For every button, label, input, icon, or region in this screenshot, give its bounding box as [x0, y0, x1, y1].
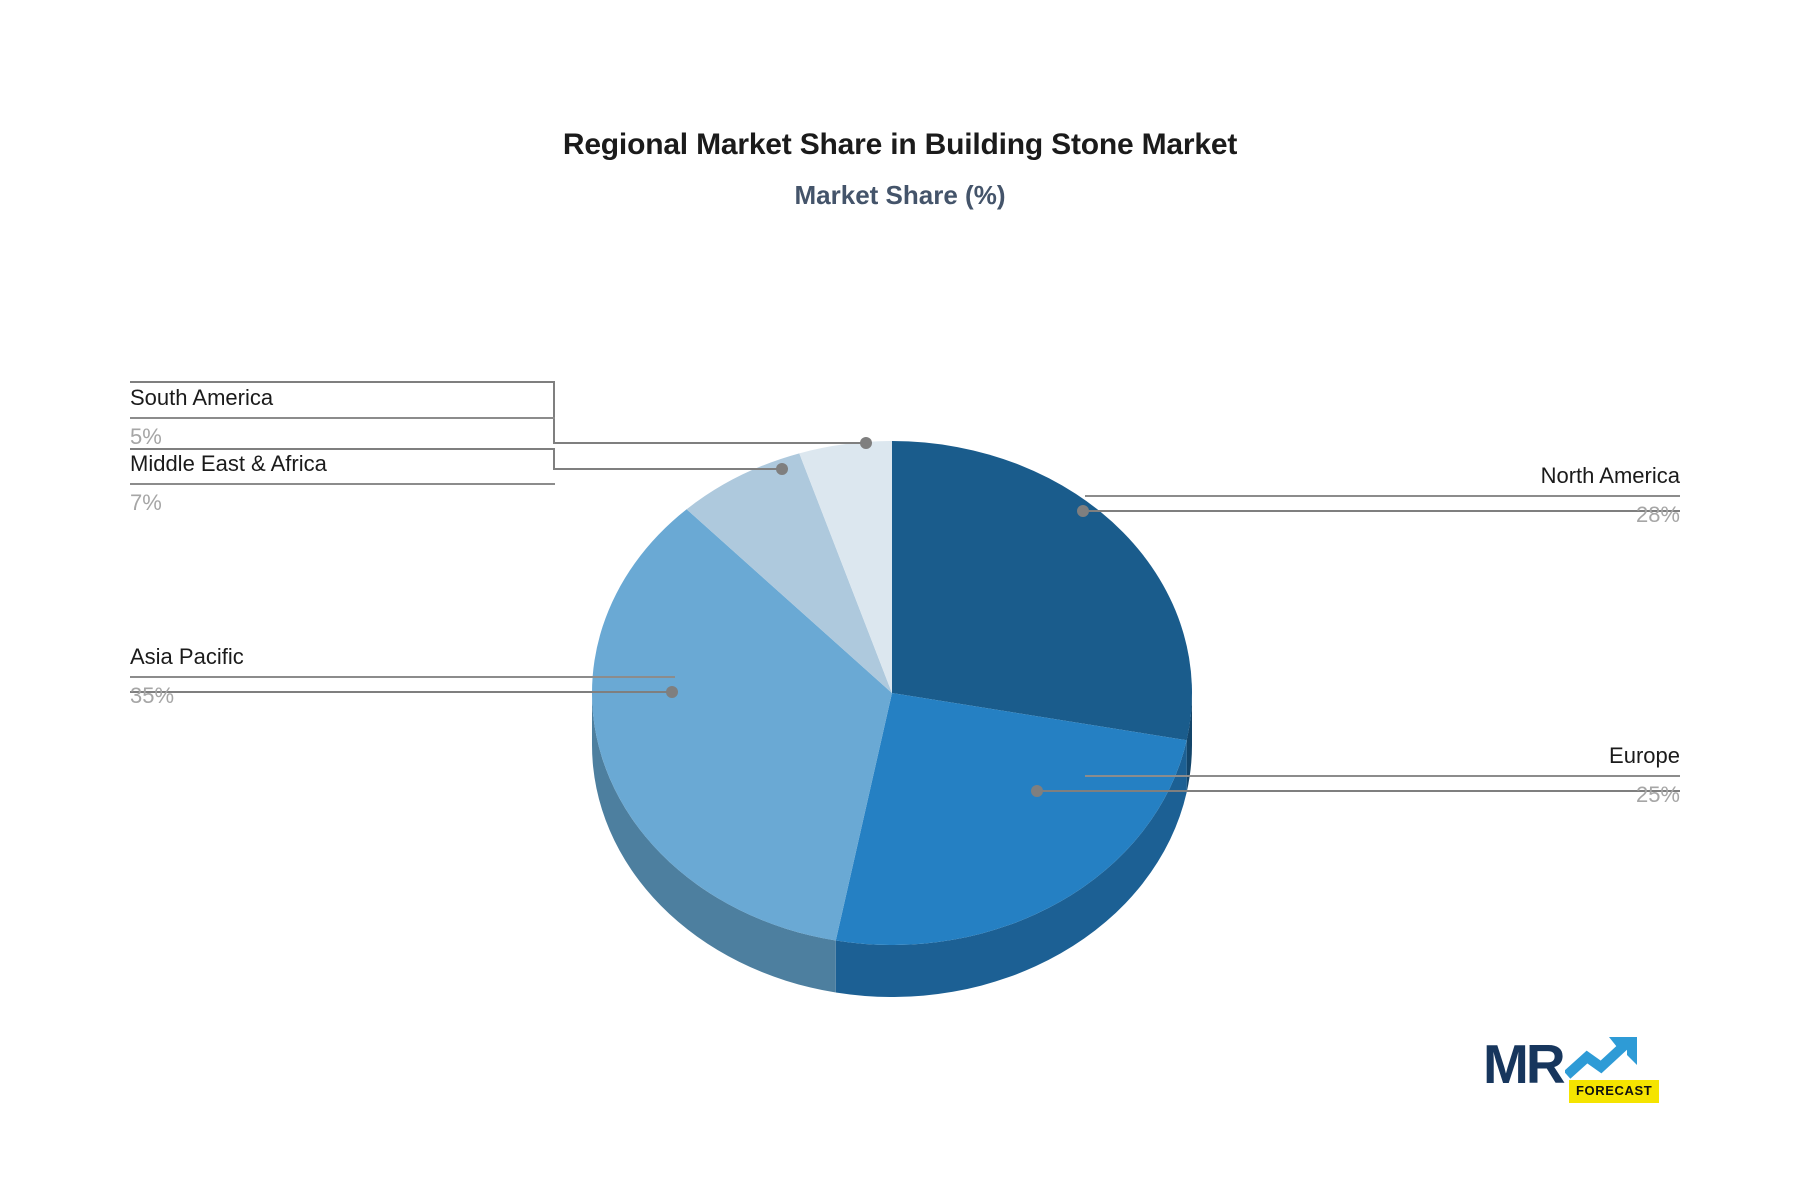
pie-slice-asia-pacific	[591, 509, 892, 941]
callout-value-south-america: 5%	[130, 424, 162, 449]
brand-logo: MR FORECAST	[1483, 1033, 1660, 1107]
logo-banner-text: FORECAST	[1576, 1083, 1653, 1098]
leader-dot-middle-east-africa	[776, 463, 788, 475]
callout-europe: Europe 25%	[1085, 742, 1680, 809]
callout-north-america: North America 28%	[1085, 462, 1680, 529]
callout-label-north-america: North America	[1540, 463, 1680, 488]
callout-value-north-america: 28%	[1635, 502, 1680, 527]
pie-slice-middle-east-africa	[686, 453, 892, 693]
callout-label-south-america: South America	[130, 385, 274, 410]
leader-dot-south-america	[860, 437, 872, 449]
callout-value-europe: 25%	[1635, 782, 1680, 807]
pie-slice-europe	[835, 693, 1187, 945]
logo-wordmark: MR	[1483, 1033, 1566, 1095]
callout-middle-east-africa: Middle East & Africa 7%	[130, 450, 555, 517]
callout-rule-north-america	[1085, 495, 1680, 497]
pie-slice-south-america	[799, 441, 892, 693]
chart-title: Regional Market Share in Building Stone …	[562, 128, 1238, 161]
callout-value-middle-east-africa: 7%	[130, 490, 162, 515]
pie-depth-group	[592, 693, 1192, 997]
leader-dot-europe	[1031, 785, 1043, 797]
pie-side-asia-pacific	[592, 693, 836, 993]
trending-up-arrow-icon	[1565, 1037, 1637, 1079]
callout-south-america: South America 5%	[130, 384, 555, 451]
callout-value-asia-pacific: 35%	[130, 683, 175, 708]
callout-label-europe: Europe	[1609, 743, 1680, 768]
callout-rule-middle-east-africa	[130, 483, 555, 485]
callout-rule-europe	[1085, 775, 1680, 777]
callout-rule-asia-pacific	[130, 676, 675, 678]
callout-asia-pacific: Asia Pacific 35%	[130, 643, 675, 710]
callout-label-asia-pacific: Asia Pacific	[130, 644, 244, 669]
logo-banner: FORECAST	[1569, 1080, 1660, 1103]
callout-label-middle-east-africa: Middle East & Africa	[130, 451, 327, 476]
chart-header: Regional Market Share in Building Stone …	[0, 128, 1800, 210]
callout-rule-south-america	[130, 417, 555, 419]
chart-subtitle: Market Share (%)	[794, 180, 1006, 210]
